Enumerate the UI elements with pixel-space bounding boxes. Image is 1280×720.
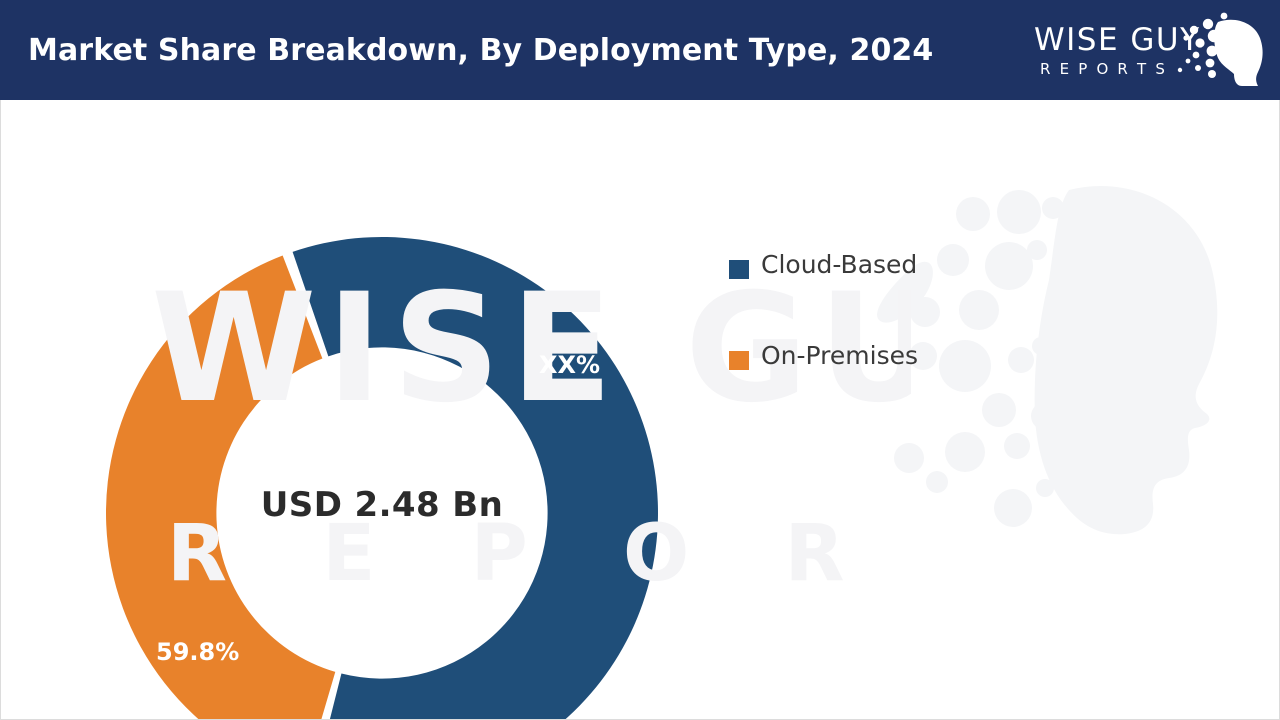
legend-label-on-premises: On-Premises [761,341,919,370]
chart-content-area: WISE GUY R E P O R T S 59.8% XX% USD 2.4… [0,100,1280,720]
donut-chart-svg [106,237,658,720]
legend-swatch-on-premises [729,351,749,370]
slice-label-on-premises: XX% [539,351,601,379]
slice-label-cloud-based: 59.8% [156,638,240,666]
donut-slice-cloud-based[interactable] [292,237,658,720]
legend-item-cloud-based[interactable]: Cloud-Based [729,250,1029,341]
header-bar: Market Share Breakdown, By Deployment Ty… [0,0,1280,100]
donut-slice-on-premises[interactable] [106,255,336,720]
logo-line1: WISE GUY [1034,22,1201,58]
legend-label-cloud-based: Cloud-Based [761,250,918,279]
legend-item-on-premises[interactable]: On-Premises [729,341,1029,432]
legend-swatch-cloud-based [729,260,749,279]
donut-center-value: USD 2.48 Bn [260,485,504,525]
page-title: Market Share Breakdown, By Deployment Ty… [28,33,934,68]
donut-chart: 59.8% XX% USD 2.48 Bn [1,100,721,720]
logo-line2: R E P O R T S [1040,60,1167,78]
wise-guy-reports-logo: WISE GUY R E P O R T S [1034,12,1263,87]
chart-legend: Cloud-Based On-Premises [729,250,1029,432]
logo-head-icon [1177,12,1263,87]
